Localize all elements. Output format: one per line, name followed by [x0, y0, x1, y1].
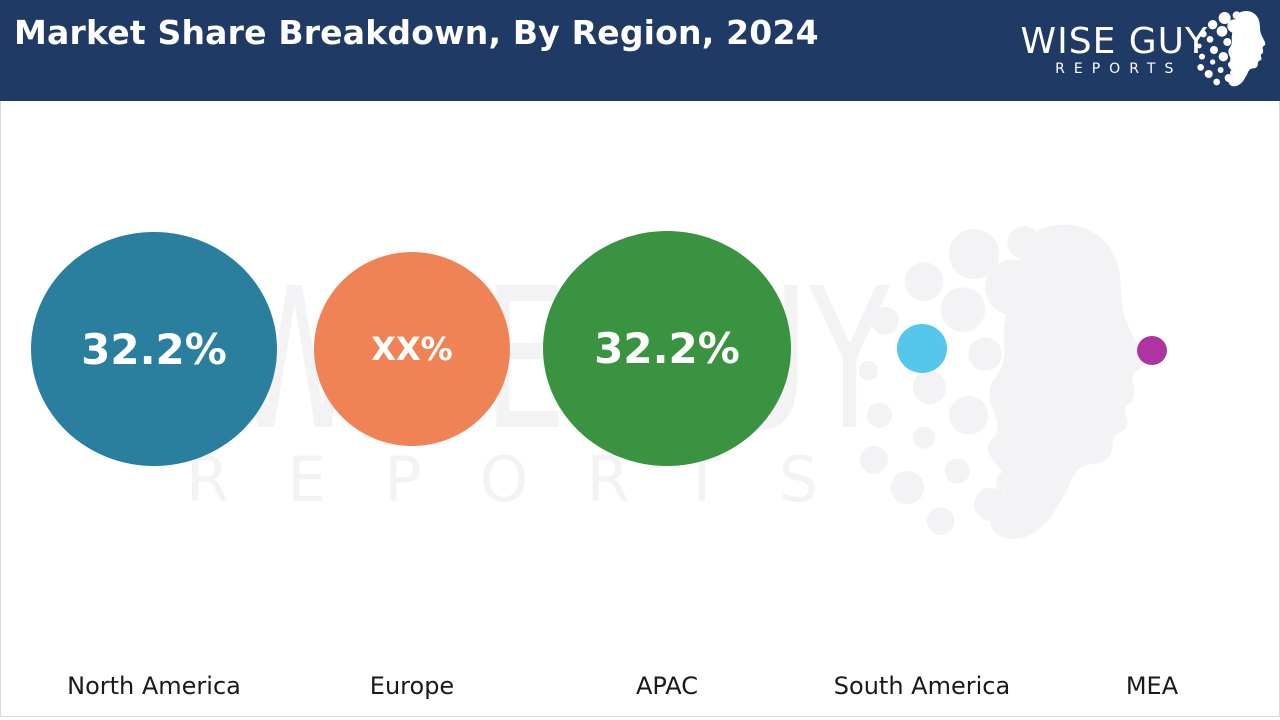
head-profile-dots-icon: [1197, 10, 1266, 87]
logo-brand-text: WISE GUY: [1020, 20, 1208, 62]
bubble-south-america: [897, 324, 947, 373]
header-bar: Market Share Breakdown, By Region, 2024 …: [0, 0, 1280, 101]
region-label-europe: Europe: [369, 672, 455, 700]
bubble-value-label: 32.2%: [81, 324, 227, 374]
bubble-europe: XX%: [314, 252, 510, 446]
watermark-head-profile-icon: [858, 224, 1144, 540]
bubble-value-label: 32.2%: [594, 324, 740, 373]
bubble-apac: 32.2%: [543, 231, 791, 466]
region-label-apac: APAC: [635, 672, 699, 700]
bubble-value-label: XX%: [371, 330, 453, 368]
brand-logo: WISE GUY REPORTS: [1021, 4, 1275, 96]
chart-area: WISE GUY REPORTS 32.2% XX% 32.2% North A…: [0, 101, 1280, 717]
watermark-reports-text: REPORTS: [186, 443, 877, 516]
region-label-north-america: North America: [67, 672, 241, 700]
page-title: Market Share Breakdown, By Region, 2024: [14, 13, 819, 52]
region-label-south-america: South America: [833, 672, 1011, 700]
region-label-mea: MEA: [1125, 672, 1179, 700]
logo-wordmark: WISE GUY REPORTS: [1020, 20, 1209, 78]
bubble-mea: [1137, 336, 1167, 365]
bubble-north-america: 32.2%: [31, 232, 277, 466]
logo-reports-text: REPORTS: [1055, 61, 1183, 78]
